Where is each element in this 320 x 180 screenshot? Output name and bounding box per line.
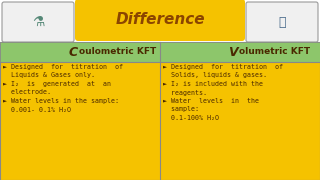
FancyBboxPatch shape [75,0,245,41]
Text: ⚗: ⚗ [32,15,44,29]
Bar [0,0,320,42]
Text: V: V [228,46,238,58]
Bar [0,42,320,180]
Bar [160,42,320,62]
Text: C: C [69,46,78,58]
Text: ► Designed  for  titration  of
  Liquids & Gases only.
► I₂  is  generated  at  : ► Designed for titration of Liquids & Ga… [3,64,123,112]
Text: Difference: Difference [115,12,205,28]
Bar [0,42,160,62]
Text: 🖨: 🖨 [278,15,286,28]
FancyBboxPatch shape [2,2,74,42]
FancyBboxPatch shape [246,2,318,42]
Text: ► Designed  for  titration  of
  Solids, liquids & gases.
► I₂ is included with : ► Designed for titration of Solids, liqu… [163,64,283,121]
Text: olumetric KFT: olumetric KFT [239,48,310,57]
Text: oulometric KFT: oulometric KFT [79,48,156,57]
